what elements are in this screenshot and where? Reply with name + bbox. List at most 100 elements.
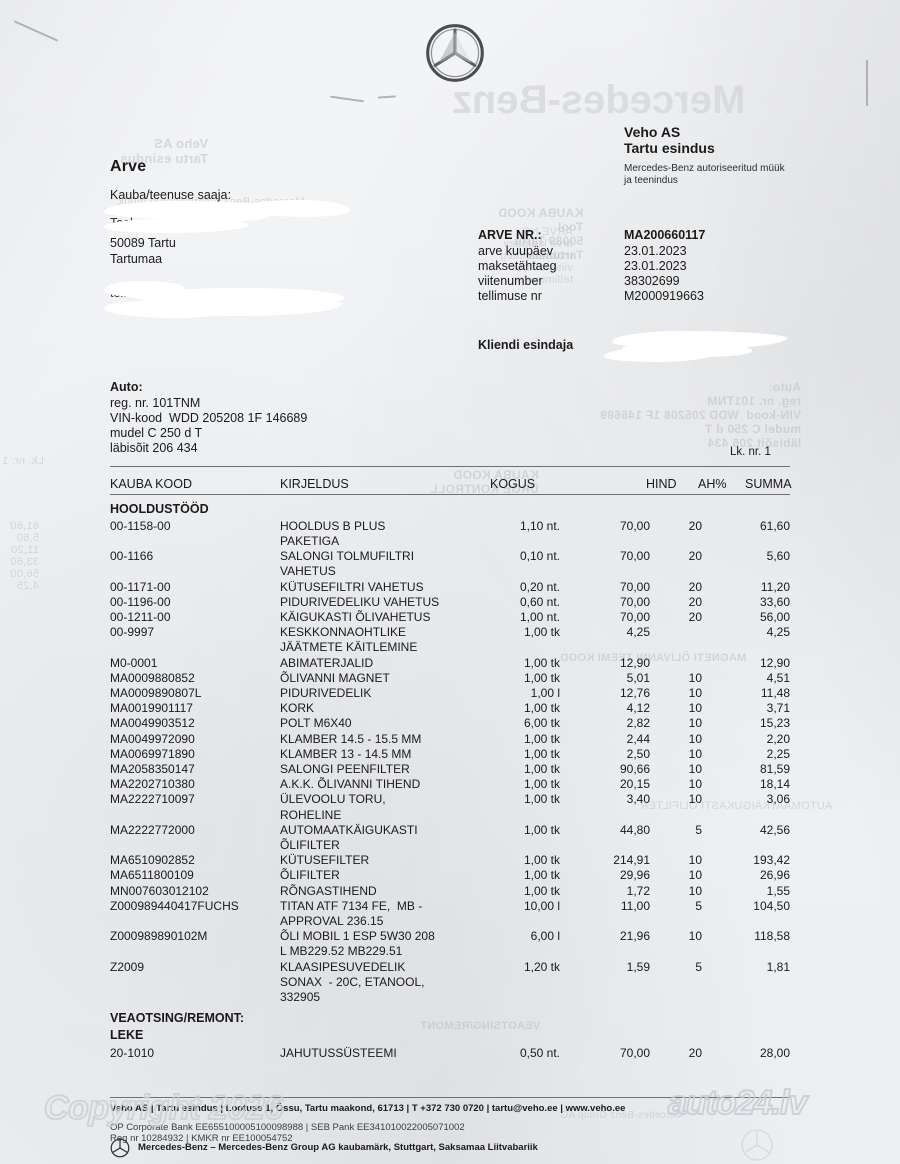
- cell-sum: 3,71: [766, 701, 790, 716]
- cell-price: 3,40: [626, 792, 650, 807]
- table-row: 00-1211-00 KÄIGUKASTI ÕLIVAHETUS 1,00 nt. 7…: [110, 609, 790, 624]
- cell-description: A.K.K. ÕLIVANNI TIHEND: [280, 777, 421, 792]
- cell-quantity: 1,00 tk: [523, 883, 560, 898]
- table-row-continuation: L MB229.52 MB229.51: [110, 944, 790, 958]
- cell-quantity: 1,00 tk: [523, 792, 560, 807]
- cell-price: 21,96: [619, 929, 650, 944]
- cell-quantity: 0,50 nt.: [519, 1046, 560, 1060]
- cell-price: 4,25: [626, 625, 650, 640]
- cell-quantity: 1,00 tk: [523, 868, 560, 883]
- cell-description: SALONGI PEENFILTER: [280, 761, 410, 776]
- cell-vat: 20: [688, 594, 702, 609]
- redaction-blob: [150, 206, 270, 222]
- table-row: MN007603012102 RÕNGASTIHEND 1,00 tk 1,72 10 1…: [110, 883, 790, 898]
- showthrough-text: Lk. nr. 1: [2, 455, 44, 467]
- vehicle-model: mudel C 250 d T: [110, 426, 203, 440]
- cell-price: 70,00: [619, 594, 650, 609]
- table-row: MA2222710097 ÜLEVOOLU TORU, 1,00 tk 3,40 10 3…: [110, 792, 790, 807]
- cell-sum: 5,60: [766, 549, 790, 564]
- cell-description: PIDURIVEDELIKU VAHETUS: [280, 594, 440, 609]
- cell-quantity: 1,20 tk: [523, 959, 560, 974]
- cell-vat: 20: [688, 609, 702, 624]
- cell-description: KLAASIPESUVEDELIK: [280, 959, 406, 974]
- table-row: Z000989440417FUCHS TITAN ATF 7134 FE, MB …: [110, 898, 790, 913]
- table-row: 00-1158-00 HOOLDUS B PLUS 1,10 nt. 70,00 20 6…: [110, 518, 790, 533]
- footer-bank: OP Corporate Bank EE655100005100098988 |…: [110, 1122, 465, 1133]
- cell-description: ÕLI MOBIL 1 ESP 5W30 208: [280, 929, 435, 944]
- cell-code: MA0049903512: [110, 716, 195, 731]
- cell-description: ÕLIVANNI MAGNET: [280, 670, 390, 685]
- table-row: MA6510902852 KÜTUSEFILTER 1,00 tk 214,91 10 1…: [110, 853, 790, 868]
- cell-quantity: 1,00 l: [530, 685, 560, 700]
- cell-vat: 20: [688, 518, 702, 533]
- cell-quantity: 1,00 tk: [523, 777, 560, 792]
- cell-vat: 10: [688, 777, 702, 792]
- cell-description: POLT M6X40: [280, 716, 352, 731]
- cell-description: ÜLEVOOLU TORU,: [280, 792, 386, 807]
- cell-sum: 1,81: [766, 959, 790, 974]
- cell-sum: 1,55: [766, 883, 790, 898]
- cell-price: 29,96: [619, 868, 650, 883]
- cell-code: MA0009880852: [110, 670, 195, 685]
- cell-description: KLAMBER 14.5 - 15.5 MM: [280, 731, 422, 746]
- cell-sum: 42,56: [759, 822, 790, 837]
- cell-vat: 10: [688, 670, 702, 685]
- cell-quantity: 1,00 tk: [523, 655, 560, 670]
- cell-description: KÜTUSEFILTER: [280, 853, 370, 868]
- cell-code: MA0049972090: [110, 731, 195, 746]
- cell-code: 20-1010: [110, 1046, 155, 1060]
- table-row-continuation: ÕLIFILTER: [110, 838, 790, 852]
- vehicle-vin: VIN-kood WDD 205208 1F 146689: [110, 411, 308, 425]
- cell-description: HOOLDUS B PLUS: [280, 518, 386, 533]
- cell-price: 2,82: [626, 716, 650, 731]
- cell-code: MA0069971890: [110, 746, 195, 761]
- cell-description: JAHUTUSSÜSTEEMI: [280, 1046, 397, 1060]
- table-row-continuation: SONAX - 20C, ETANOOL,: [110, 975, 790, 989]
- table-top-rule: [110, 466, 790, 467]
- cell-code: MA2058350147: [110, 761, 195, 776]
- cell-sum: 2,20: [766, 731, 790, 746]
- seller-tagline-line2: ja teenindus: [624, 175, 678, 186]
- cell-sum: 61,60: [759, 518, 790, 533]
- cell-quantity: 0,10 nt.: [519, 549, 560, 564]
- cell-vat: 5: [695, 822, 702, 837]
- cell-vat: 10: [688, 716, 702, 731]
- cell-sum: 2,25: [766, 746, 790, 761]
- cell-price: 5,01: [626, 670, 650, 685]
- seller-tagline-line1: Mercedes-Benz autoriseeritud müük: [624, 163, 785, 174]
- cell-sum: 104,50: [753, 898, 790, 913]
- footer-rule: [110, 1097, 790, 1098]
- cell-description-line2: ROHELINE: [280, 807, 342, 822]
- cell-vat: 20: [688, 579, 702, 594]
- cell-code: MA2202710380: [110, 777, 195, 792]
- auto24-watermark: auto24.lv: [667, 1083, 808, 1123]
- column-header-vat: AH%: [698, 477, 727, 491]
- cell-quantity: 1,10 nt.: [519, 518, 560, 533]
- footer-contact: Veho AS | Tartu esindus | Lootuse 1, Õss…: [110, 1103, 626, 1114]
- footer-registry: Reg nr 10284932 | KMKR nr EE100054752: [110, 1133, 293, 1144]
- cell-code: 00-9997: [110, 625, 155, 640]
- cell-vat: 10: [688, 685, 702, 700]
- cell-quantity: 1,00 tk: [523, 746, 560, 761]
- cell-price: 20,15: [619, 777, 650, 792]
- cell-code: MA0019901117: [110, 701, 193, 716]
- cell-code: 00-1166: [110, 549, 154, 564]
- table-row: 00-1166 SALONGI TOLMUFILTRI 0,10 nt. 70,00 2…: [110, 549, 790, 564]
- seller-branch: Tartu esindus: [624, 140, 715, 156]
- invoice-number-value: MA200660117: [624, 228, 706, 242]
- table-row-continuation: PAKETIGA: [110, 534, 790, 548]
- cell-vat: 10: [688, 701, 702, 716]
- table-row: 00-1171-00 KÜTUSEFILTRI VAHETUS 0,20 nt. 70…: [110, 579, 790, 594]
- cell-description: KORK: [280, 701, 315, 716]
- cell-sum: 28,00: [759, 1046, 790, 1060]
- column-header-description: KIRJELDUS: [280, 477, 349, 491]
- table-row: 00-9997 KESKKONNAOHTLIKE 1,00 tk 4,25 4,25: [110, 625, 790, 640]
- scan-streak: [377, 95, 397, 99]
- cell-vat: 10: [688, 868, 702, 883]
- showthrough-text: Auto: reg. nr. 101TNM VIN-kood WDD 20520…: [600, 380, 802, 450]
- cell-description: TITAN ATF 7134 FE, MB -: [280, 898, 423, 913]
- invoice-order-label: tellimuse nr: [478, 289, 542, 303]
- cell-code: MA0009890807L: [110, 685, 202, 700]
